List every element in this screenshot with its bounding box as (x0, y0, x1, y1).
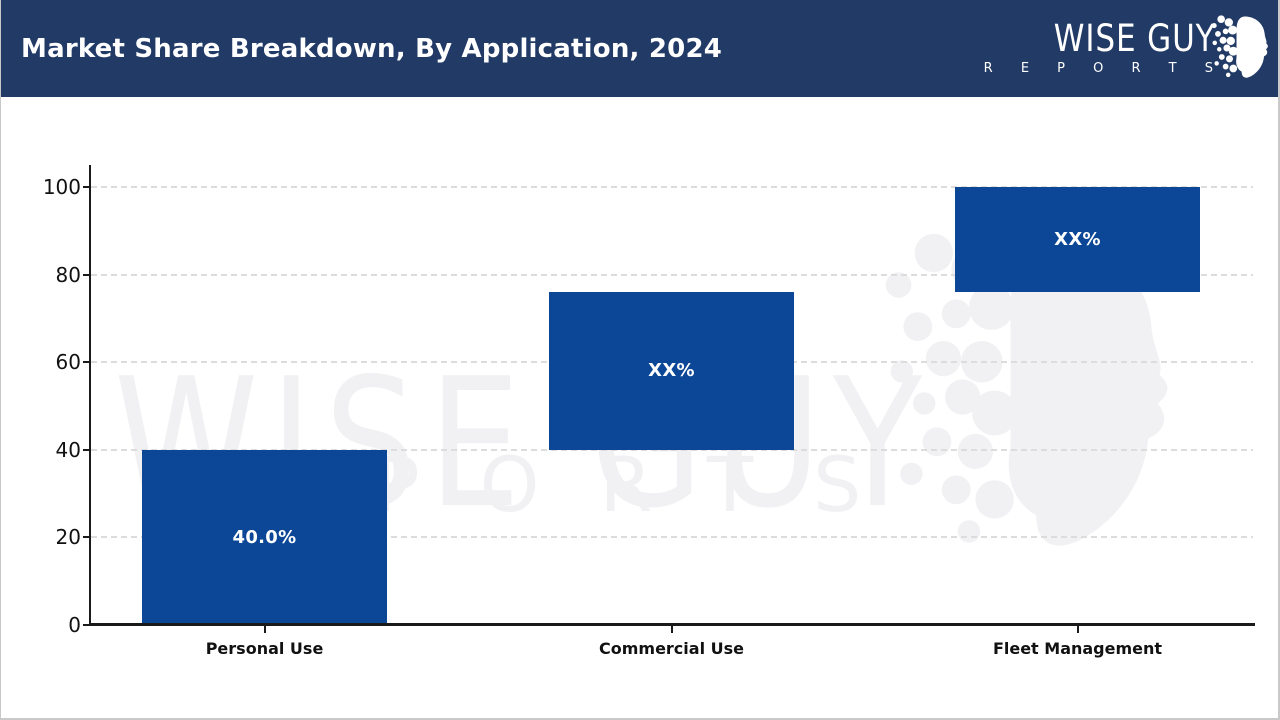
header-bar: Market Share Breakdown, By Application, … (1, 0, 1278, 97)
bar-value-label: 40.0% (232, 526, 297, 548)
y-gridline (91, 448, 1253, 451)
y-tick-label: 60 (55, 350, 81, 375)
y-gridline (91, 536, 1253, 539)
bar: XX% (955, 187, 1200, 293)
x-category-label: Fleet Management (992, 639, 1163, 658)
logo-face-icon (1211, 15, 1268, 78)
logo-wordmark: WISE GUY (1053, 17, 1215, 60)
x-category-label: Personal Use (205, 639, 324, 658)
y-gridline (91, 273, 1253, 276)
x-tick-mark (263, 625, 266, 633)
x-tick-mark (1076, 625, 1079, 633)
bar: XX% (549, 292, 794, 450)
wise-guy-reports-logo: WISE GUY R E P O R T S (984, 4, 1273, 92)
y-tick-mark (83, 448, 91, 451)
y-tick-mark (83, 536, 91, 539)
logo-subtext: R E P O R T S (983, 61, 1225, 76)
x-axis-line (89, 623, 1255, 626)
bar-value-label: XX% (648, 360, 695, 382)
bar-value-label: XX% (1054, 229, 1101, 251)
y-tick-mark (83, 624, 91, 626)
y-gridline (91, 186, 1253, 188)
y-axis-line (89, 165, 91, 625)
y-tick-mark (83, 361, 91, 364)
y-tick-label: 20 (55, 525, 81, 550)
logo-text: WISE GUY R E P O R T S (984, 19, 1215, 77)
chart-area: WISE GUY REPORTS 0 20 40 60 80 100 40.0% XX% XX%… (1, 97, 1278, 718)
x-tick-mark (670, 625, 673, 633)
bar: 40.0% (142, 449, 387, 625)
chart-title: Market Share Breakdown, By Application, … (21, 33, 723, 64)
y-tick-mark (83, 186, 91, 188)
y-tick-label: 0 (68, 613, 81, 637)
x-category-label: Commercial Use (598, 639, 744, 658)
y-tick-mark (83, 273, 91, 276)
y-tick-label: 80 (55, 262, 81, 287)
y-tick-label: 100 (42, 175, 81, 199)
y-tick-label: 40 (55, 437, 81, 462)
